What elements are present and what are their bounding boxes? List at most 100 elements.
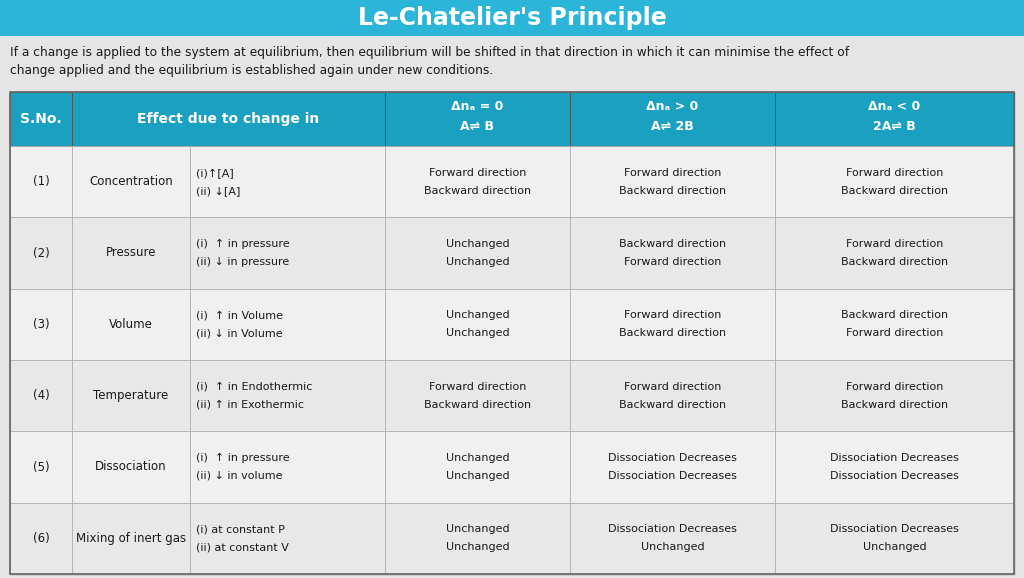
Bar: [775, 146, 1014, 217]
Text: (ii) ↓[A]: (ii) ↓[A]: [196, 186, 241, 196]
Bar: [570, 503, 775, 574]
Text: Forward direction: Forward direction: [624, 257, 721, 267]
Text: (6): (6): [33, 532, 49, 545]
Text: Forward direction: Forward direction: [429, 381, 526, 392]
Text: Backward direction: Backward direction: [424, 399, 531, 410]
Text: Dissociation Decreases: Dissociation Decreases: [830, 453, 958, 463]
Text: (5): (5): [33, 461, 49, 473]
Text: Forward direction: Forward direction: [846, 168, 943, 177]
Bar: [72, 288, 190, 360]
Text: Dissociation Decreases: Dissociation Decreases: [830, 471, 958, 481]
Text: Unchanged: Unchanged: [862, 542, 927, 553]
Text: A⇌ B: A⇌ B: [461, 120, 495, 132]
Bar: [72, 503, 190, 574]
Bar: [775, 431, 1014, 503]
Text: Unchanged: Unchanged: [641, 542, 705, 553]
Bar: [10, 92, 1014, 574]
Text: Backward direction: Backward direction: [618, 239, 726, 249]
Text: Unchanged: Unchanged: [445, 524, 509, 534]
Text: Unchanged: Unchanged: [445, 328, 509, 338]
Text: Δnₐ > 0: Δnₐ > 0: [646, 99, 698, 113]
Bar: [190, 431, 385, 503]
Text: Dissociation Decreases: Dissociation Decreases: [608, 524, 737, 534]
Bar: [0, 0, 1024, 36]
Bar: [190, 288, 385, 360]
Text: Unchanged: Unchanged: [445, 257, 509, 267]
Text: Pressure: Pressure: [105, 246, 157, 260]
Text: Forward direction: Forward direction: [846, 239, 943, 249]
Bar: [10, 217, 72, 288]
Bar: [775, 92, 1014, 146]
Bar: [10, 146, 72, 217]
Text: Unchanged: Unchanged: [445, 453, 509, 463]
Text: Backward direction: Backward direction: [424, 186, 531, 196]
Text: Backward direction: Backward direction: [841, 186, 948, 196]
Text: Temperature: Temperature: [93, 389, 169, 402]
Text: Backward direction: Backward direction: [618, 328, 726, 338]
Bar: [775, 217, 1014, 288]
Text: Forward direction: Forward direction: [624, 381, 721, 392]
Text: Δnₐ < 0: Δnₐ < 0: [868, 99, 921, 113]
Bar: [570, 146, 775, 217]
Bar: [10, 360, 72, 431]
Bar: [190, 217, 385, 288]
Text: Backward direction: Backward direction: [618, 186, 726, 196]
Text: 2A⇌ B: 2A⇌ B: [873, 120, 915, 132]
Text: (i)  ↑ in pressure: (i) ↑ in pressure: [196, 239, 290, 249]
Text: change applied and the equilibrium is established again under new conditions.: change applied and the equilibrium is es…: [10, 64, 494, 77]
Bar: [10, 431, 72, 503]
Bar: [775, 503, 1014, 574]
Text: (ii) ↓ in pressure: (ii) ↓ in pressure: [196, 257, 289, 267]
Text: (i)  ↑ in Endothermic: (i) ↑ in Endothermic: [196, 381, 312, 392]
Bar: [570, 288, 775, 360]
Text: (i)↑[A]: (i)↑[A]: [196, 168, 233, 177]
Text: Forward direction: Forward direction: [624, 168, 721, 177]
Bar: [385, 146, 570, 217]
Bar: [10, 503, 72, 574]
Bar: [385, 217, 570, 288]
Text: S.No.: S.No.: [20, 112, 61, 126]
Bar: [385, 360, 570, 431]
Bar: [190, 146, 385, 217]
Bar: [570, 217, 775, 288]
Bar: [570, 92, 775, 146]
Bar: [10, 92, 72, 146]
Bar: [385, 431, 570, 503]
Bar: [72, 92, 385, 146]
Text: (i) at constant P: (i) at constant P: [196, 524, 285, 534]
Text: (i)  ↑ in pressure: (i) ↑ in pressure: [196, 453, 290, 463]
Bar: [72, 431, 190, 503]
Text: Dissociation Decreases: Dissociation Decreases: [608, 453, 737, 463]
Bar: [72, 360, 190, 431]
Text: Le-Chatelier's Principle: Le-Chatelier's Principle: [357, 6, 667, 30]
Bar: [72, 217, 190, 288]
Bar: [10, 92, 1014, 574]
Bar: [385, 92, 570, 146]
Text: (3): (3): [33, 318, 49, 331]
Text: Backward direction: Backward direction: [618, 399, 726, 410]
Text: (2): (2): [33, 246, 49, 260]
Bar: [570, 360, 775, 431]
Text: (4): (4): [33, 389, 49, 402]
Bar: [190, 503, 385, 574]
Text: (ii) ↓ in Volume: (ii) ↓ in Volume: [196, 328, 283, 338]
Text: (ii) ↑ in Exothermic: (ii) ↑ in Exothermic: [196, 399, 304, 410]
Text: Volume: Volume: [110, 318, 153, 331]
Bar: [570, 431, 775, 503]
Text: Dissociation Decreases: Dissociation Decreases: [608, 471, 737, 481]
Text: Forward direction: Forward direction: [846, 328, 943, 338]
Text: Forward direction: Forward direction: [429, 168, 526, 177]
Text: Δnₐ = 0: Δnₐ = 0: [452, 99, 504, 113]
Text: (ii) at constant V: (ii) at constant V: [196, 542, 289, 553]
Text: (1): (1): [33, 175, 49, 188]
Text: Backward direction: Backward direction: [841, 310, 948, 320]
Text: Forward direction: Forward direction: [846, 381, 943, 392]
Text: (ii) ↓ in volume: (ii) ↓ in volume: [196, 471, 283, 481]
Bar: [385, 503, 570, 574]
Text: Dissociation: Dissociation: [95, 461, 167, 473]
Text: Unchanged: Unchanged: [445, 471, 509, 481]
Bar: [775, 360, 1014, 431]
Bar: [10, 288, 72, 360]
Text: Unchanged: Unchanged: [445, 239, 509, 249]
Text: Mixing of inert gas: Mixing of inert gas: [76, 532, 186, 545]
